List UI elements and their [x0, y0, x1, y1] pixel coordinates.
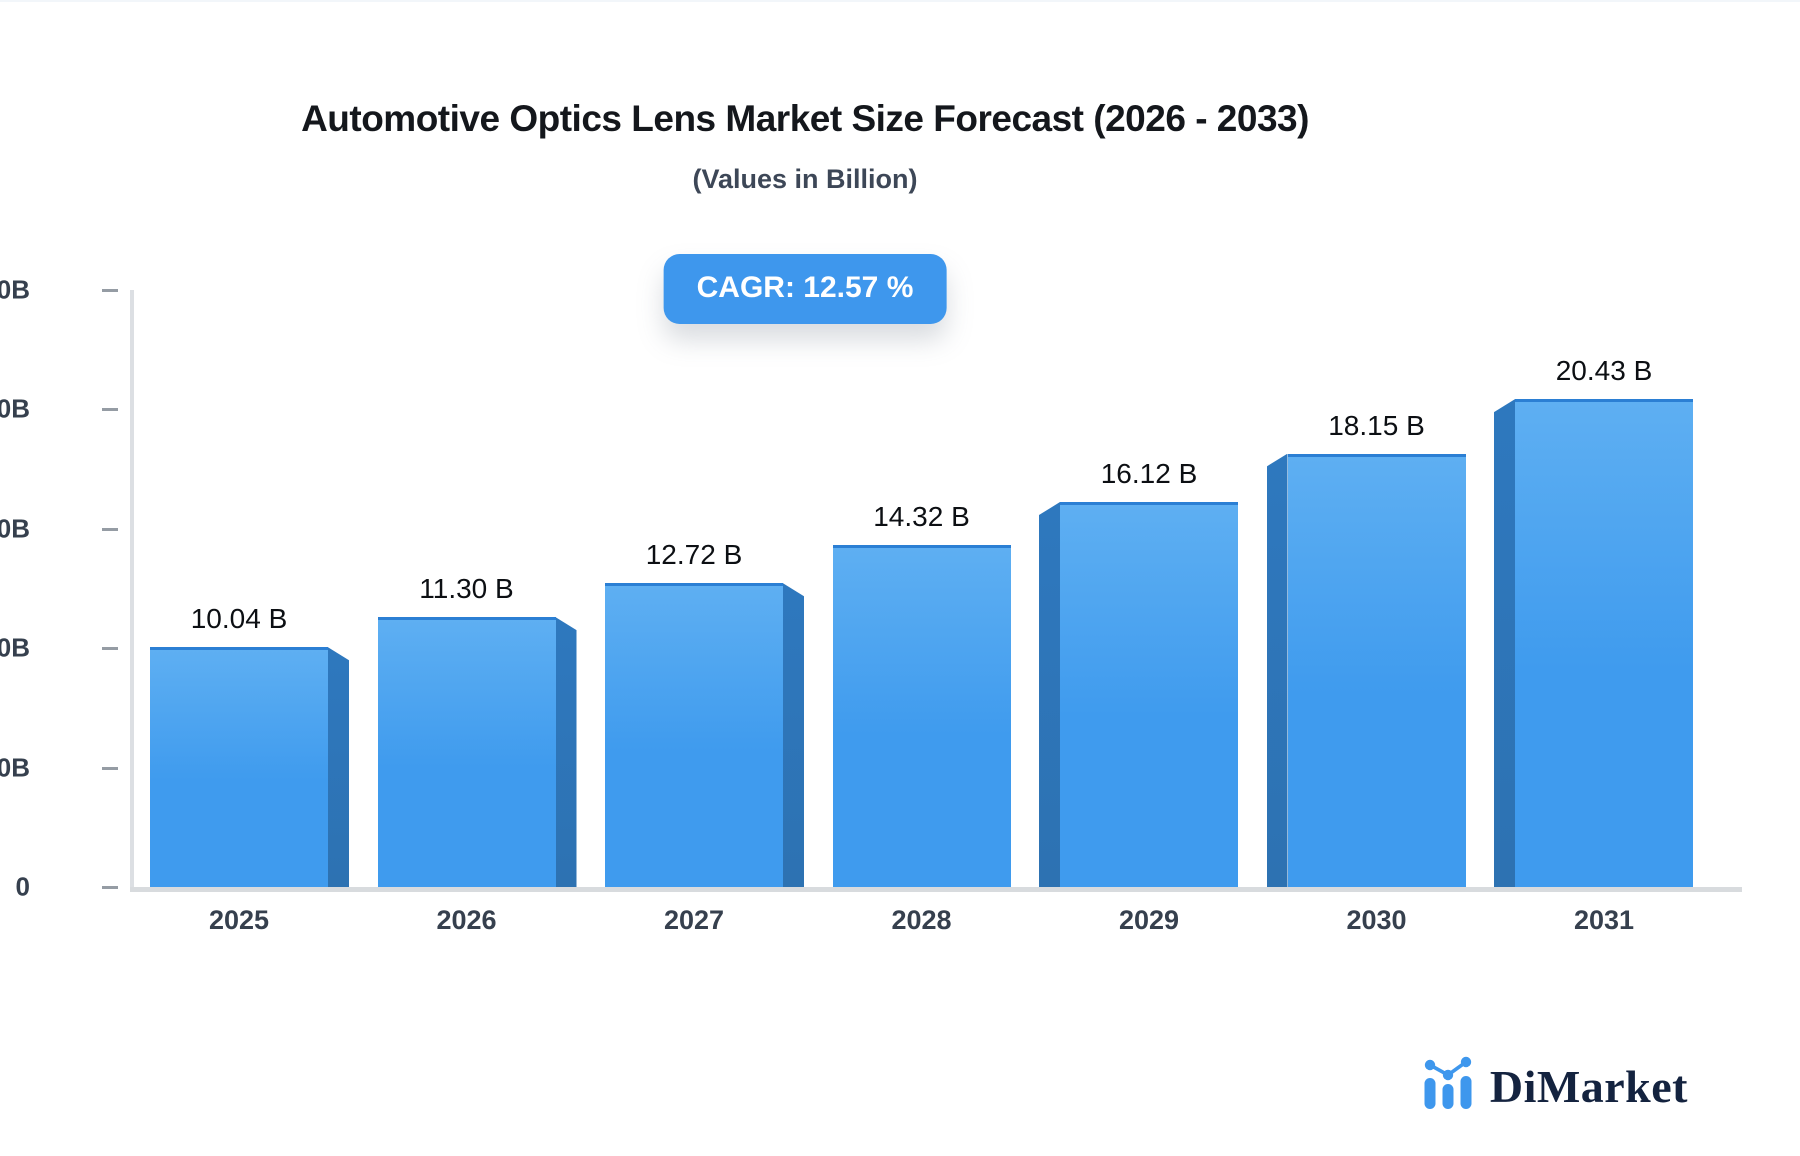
chart-subtitle: (Values in Billion) — [692, 164, 918, 194]
bar-value-label: 11.30 B — [419, 573, 514, 605]
x-axis-line — [130, 887, 1742, 892]
bar-2030 — [1287, 453, 1466, 887]
x-axis-category-label: 2030 — [1346, 905, 1407, 935]
bar-3d-side — [1039, 502, 1060, 887]
x-axis-category-label: 2028 — [891, 905, 952, 935]
bar-3d-side — [328, 647, 349, 887]
y-axis-tick-label: 10.0B — [0, 632, 30, 663]
y-axis-tick-label: 15.0B — [0, 513, 30, 544]
y-axis-tick-label: 25.0B — [0, 274, 30, 305]
y-axis-tick-label: 0 — [15, 871, 30, 902]
bar-3d-side — [555, 617, 577, 887]
x-axis-category-label: 2026 — [436, 905, 497, 935]
y-axis-tick-label: 5.0B — [0, 752, 30, 783]
logo-text: DiMarket — [1489, 1061, 1688, 1112]
x-axis-category-label: 2027 — [663, 905, 725, 935]
bar-3d-side — [1266, 453, 1288, 887]
bar-value-label: 14.32 B — [873, 501, 970, 533]
bar-2028 — [832, 545, 1011, 887]
bar-value-label: 20.43 B — [1555, 355, 1653, 387]
bar-2029 — [1060, 502, 1238, 887]
dimarket-logo: DiMarket — [1422, 1052, 1688, 1110]
y-axis-tick-label: 20.0B — [0, 393, 30, 424]
y-axis-tick-mark — [102, 886, 118, 889]
y-axis-tick-mark — [102, 408, 118, 412]
bar-value-label: 12.72 B — [645, 539, 743, 571]
bar-3d-side — [1494, 399, 1515, 887]
y-axis-tick-mark — [102, 766, 118, 770]
bar-value-label: 18.15 B — [1328, 409, 1425, 441]
bar-2027 — [605, 583, 783, 887]
y-axis-line — [130, 290, 134, 891]
bar-chart-logo-icon — [1424, 1056, 1472, 1109]
bar-chart-plot-area: 25.0B 20.0B 15.0B 10.0B 5.0B 0 10.04 B 2025 11.3… — [0, 275, 1742, 935]
bar-2026 — [377, 617, 556, 887]
bar-value-label: 16.12 B — [1100, 458, 1198, 490]
x-axis-category-label: 2031 — [1573, 905, 1635, 935]
chart-title: Automotive Optics Lens Market Size Forec… — [301, 98, 1309, 139]
x-axis-category-label: 2025 — [208, 905, 270, 935]
bar-value-label: 10.04 B — [190, 603, 288, 635]
y-axis-tick-mark — [102, 527, 118, 531]
y-axis-tick-mark — [102, 289, 118, 292]
cagr-badge: CAGR: 12.57 % — [663, 254, 947, 324]
bar-2025 — [150, 647, 328, 887]
bar-3d-side — [783, 583, 804, 887]
y-axis-tick-mark — [102, 647, 118, 651]
x-axis-category-label: 2029 — [1118, 905, 1180, 935]
bar-2031 — [1515, 399, 1693, 887]
